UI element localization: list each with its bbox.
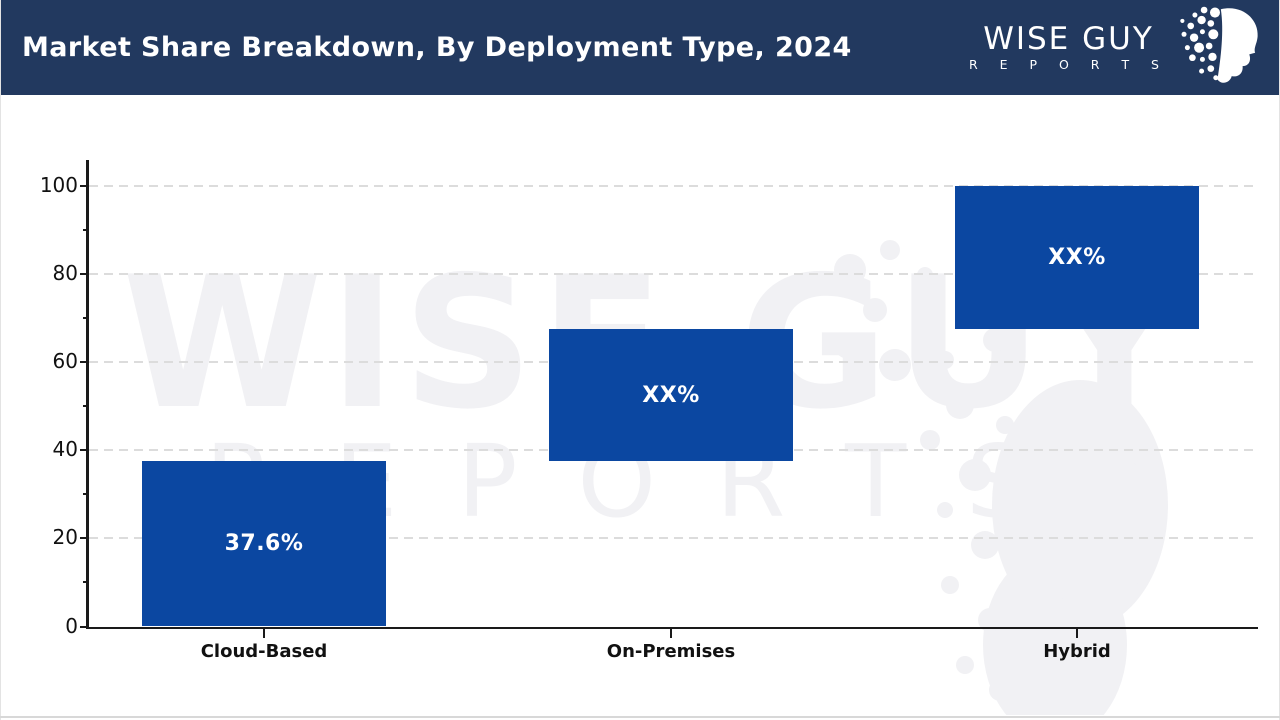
y-axis-minor-tick (83, 229, 88, 232)
wiseguy-logo-wordmark: WISE GUY (983, 20, 1154, 57)
page-border-left (0, 0, 1, 720)
y-axis-minor-tick (83, 317, 88, 320)
gridline (89, 185, 1258, 187)
y-axis-tick-label: 100 (39, 173, 78, 197)
wiseguy-logo: WISE GUY R E P O R T S (969, 3, 1280, 93)
y-axis-tick-label: 60 (52, 349, 78, 374)
y-axis-minor-tick (83, 405, 88, 408)
y-axis-line (86, 160, 89, 629)
header-bar: Market Share Breakdown, By Deployment Ty… (0, 0, 1280, 95)
gridline (89, 273, 1258, 276)
page-border-bottom (0, 716, 1280, 718)
bar-hybrid[interactable]: XX% (955, 186, 1199, 330)
y-axis-major-tick (80, 185, 88, 187)
y-axis-major-tick (80, 361, 88, 364)
y-axis-minor-tick (83, 493, 88, 496)
wiseguy-logo-text: WISE GUY R E P O R T S (969, 23, 1168, 73)
x-axis-category-label: Cloud-Based (200, 641, 328, 662)
wiseguy-head-logo-icon (1174, 3, 1266, 93)
y-axis-major-tick (80, 537, 88, 540)
bar-value-label: 37.6% (224, 531, 304, 557)
y-axis-major-tick (80, 625, 88, 628)
x-axis-tick (263, 629, 265, 638)
x-axis-tick (1076, 629, 1078, 638)
gridline (89, 537, 1258, 540)
bar-value-label: XX% (642, 382, 700, 408)
page-title: Market Share Breakdown, By Deployment Ty… (22, 32, 852, 63)
watermark-head-icon (760, 225, 1170, 720)
y-axis-tick-label: 80 (52, 261, 78, 286)
x-axis-tick (670, 629, 672, 638)
bar-cloud-based[interactable]: 37.6% (142, 460, 386, 627)
x-axis-category-label: On-Premises (606, 641, 736, 662)
bar-value-label: XX% (1048, 245, 1106, 271)
wiseguy-logo-subtitle: R E P O R T S (968, 57, 1168, 73)
y-axis-tick-label: 0 (65, 613, 78, 638)
bar-on-premises[interactable]: XX% (549, 329, 793, 461)
x-axis-category-label: Hybrid (1043, 641, 1111, 662)
y-axis-major-tick (80, 449, 88, 452)
y-axis-tick-label: 20 (52, 525, 78, 550)
x-axis-line (86, 626, 1258, 629)
y-axis-major-tick (80, 273, 88, 276)
y-axis-tick-label: 40 (52, 437, 78, 462)
y-axis-minor-tick (83, 581, 88, 584)
